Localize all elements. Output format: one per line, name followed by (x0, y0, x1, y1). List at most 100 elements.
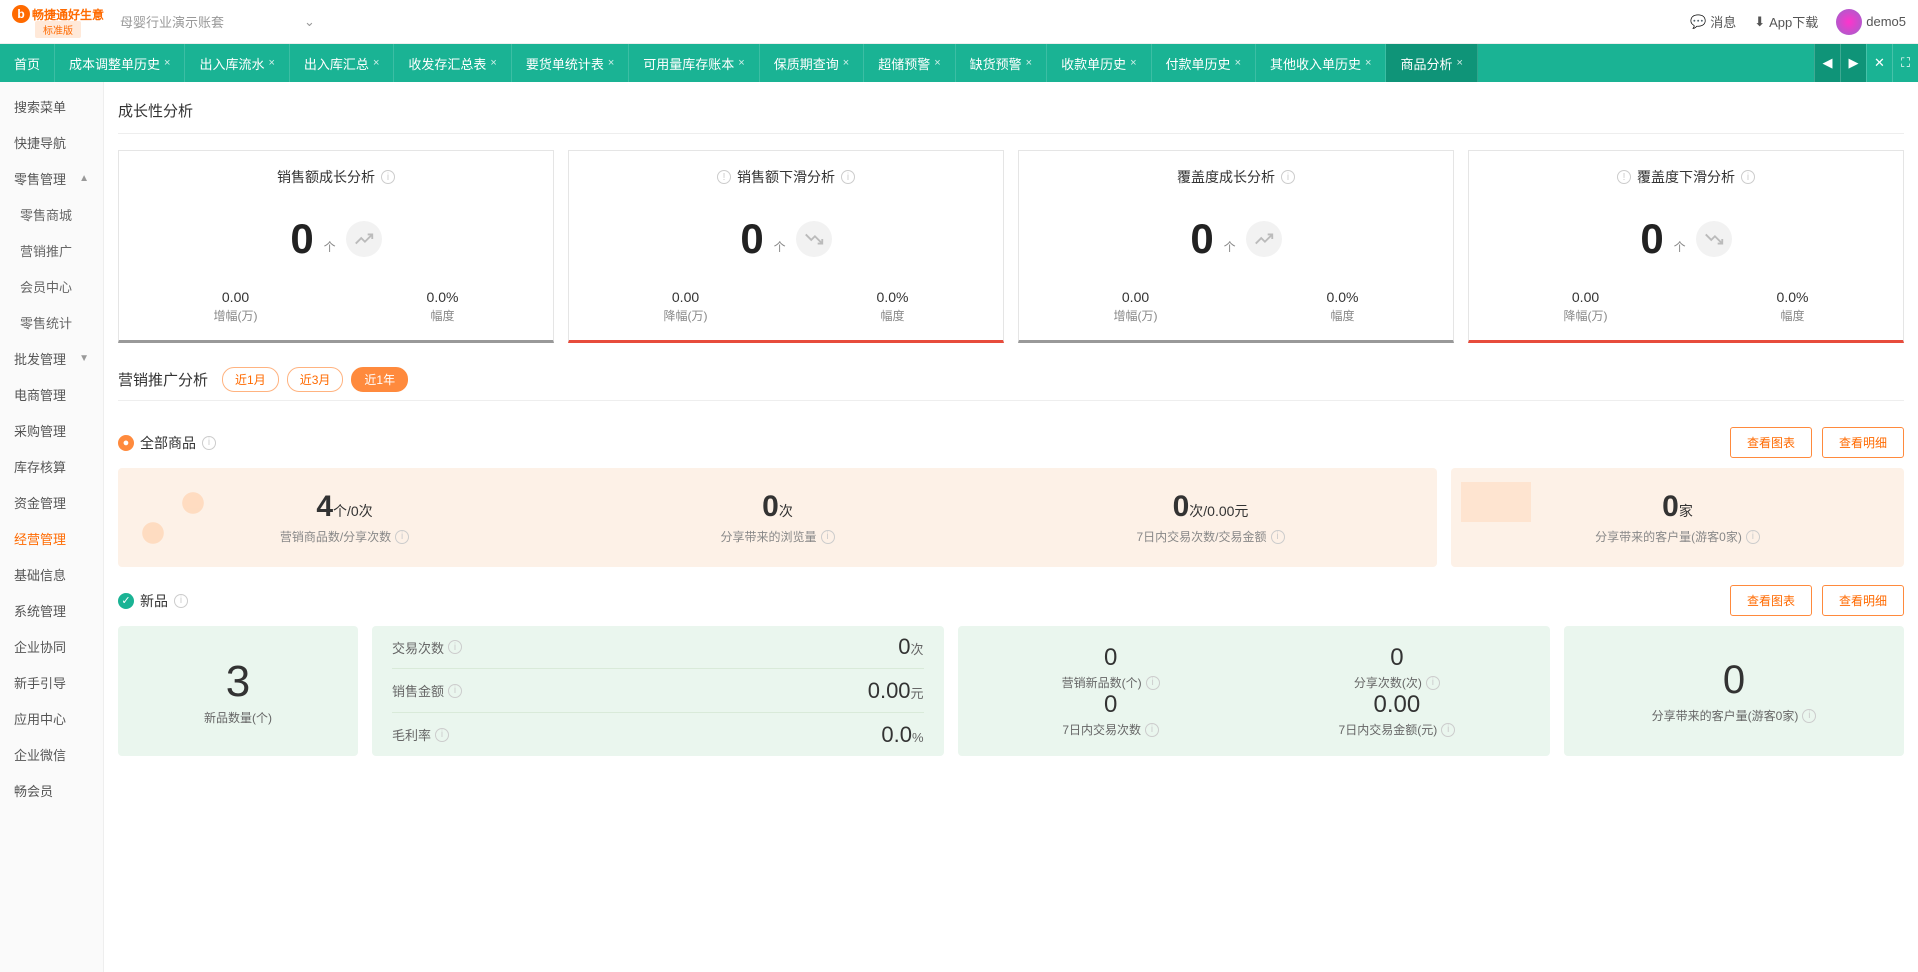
growth-card[interactable]: !销售额下滑分析i 0个 0.00降幅(万) 0.0%幅度 (568, 150, 1004, 343)
sidebar-item[interactable]: 经营管理 (0, 520, 103, 556)
tab-item[interactable]: 保质期查询× (760, 44, 864, 82)
growth-left-lab: 降幅(万) (1564, 307, 1608, 324)
view-chart-button[interactable]: 查看图表 (1730, 585, 1812, 616)
close-icon[interactable]: × (608, 57, 614, 69)
close-icon[interactable]: × (1235, 57, 1241, 69)
fullscreen-button[interactable]: ⛶ (1892, 44, 1918, 82)
close-icon[interactable]: × (843, 57, 849, 69)
share-customers-label: 分享带来的客户量(游客0家) (1595, 528, 1742, 545)
info-icon[interactable]: i (1426, 676, 1440, 690)
tab-item[interactable]: 付款单历史× (1152, 44, 1256, 82)
tab-close-all[interactable]: ✕ (1866, 44, 1892, 82)
view-detail-button[interactable]: 查看明细 (1822, 427, 1904, 458)
tab-item[interactable]: 出入库汇总× (290, 44, 394, 82)
sidebar-item[interactable]: 资金管理 (0, 484, 103, 520)
growth-card[interactable]: 销售额成长分析i 0个 0.00增幅(万) 0.0%幅度 (118, 150, 554, 343)
info-icon[interactable]: i (1271, 530, 1285, 544)
close-icon[interactable]: × (373, 57, 379, 69)
message-icon: 💬 (1690, 14, 1706, 30)
sidebar-item[interactable]: 新手引导 (0, 664, 103, 700)
sidebar-item[interactable]: 基础信息 (0, 556, 103, 592)
view-detail-button[interactable]: 查看明细 (1822, 585, 1904, 616)
tab-item[interactable]: 收款单历史× (1047, 44, 1151, 82)
info-icon[interactable]: i (821, 530, 835, 544)
sidebar-item[interactable]: 企业微信 (0, 736, 103, 772)
sidebar-item[interactable]: 采购管理 (0, 412, 103, 448)
info-icon[interactable]: i (1441, 723, 1455, 737)
sidebar: 搜索菜单快捷导航零售管理▲零售商城营销推广会员中心零售统计批发管理▼电商管理采购… (0, 82, 104, 972)
tab-item[interactable]: 缺货预警× (956, 44, 1047, 82)
warning-icon: ! (717, 170, 731, 184)
sidebar-item[interactable]: 营销推广 (0, 232, 103, 268)
info-icon[interactable]: i (202, 436, 216, 450)
account-selector[interactable]: 母婴行业演示账套 ⌄ (120, 12, 315, 31)
top-header: b畅捷通好生意 标准版 母婴行业演示账套 ⌄ 💬消息 ⬇App下载 demo5 (0, 0, 1918, 44)
all-products-title: 全部商品 (140, 433, 196, 453)
close-icon[interactable]: × (738, 57, 744, 69)
time-range-pill[interactable]: 近1月 (222, 367, 279, 392)
info-icon[interactable]: i (1145, 723, 1159, 737)
info-icon[interactable]: i (841, 170, 855, 184)
growth-left-val: 0.00 (664, 289, 708, 305)
close-icon[interactable]: × (164, 57, 170, 69)
info-icon[interactable]: i (381, 170, 395, 184)
growth-unit: 个 (1674, 238, 1686, 255)
info-icon[interactable]: i (448, 640, 462, 654)
tab-item[interactable]: 商品分析× (1386, 44, 1477, 82)
info-icon[interactable]: i (1746, 530, 1760, 544)
close-icon[interactable]: × (1365, 57, 1371, 69)
info-icon[interactable]: i (1146, 676, 1160, 690)
sidebar-item[interactable]: 应用中心 (0, 700, 103, 736)
time-range-pill[interactable]: 近3月 (287, 367, 344, 392)
tab-item[interactable]: 可用量库存账本× (629, 44, 759, 82)
app-download-button[interactable]: ⬇App下载 (1754, 12, 1818, 31)
messages-button[interactable]: 💬消息 (1690, 12, 1736, 31)
sidebar-item[interactable]: 零售统计 (0, 304, 103, 340)
sidebar-item[interactable]: 搜索菜单 (0, 88, 103, 124)
sidebar-item[interactable]: 企业协同 (0, 628, 103, 664)
close-icon[interactable]: × (934, 57, 940, 69)
tab-item[interactable]: 要货单统计表× (512, 44, 629, 82)
view-chart-button[interactable]: 查看图表 (1730, 427, 1812, 458)
sidebar-item[interactable]: 电商管理 (0, 376, 103, 412)
sidebar-item[interactable]: 库存核算 (0, 448, 103, 484)
tab-item[interactable]: 成本调整单历史× (55, 44, 185, 82)
tab-home[interactable]: 首页 (0, 44, 55, 82)
sidebar-item[interactable]: 快捷导航 (0, 124, 103, 160)
new-metric-row: 毛利率i0.0% (392, 714, 924, 756)
sidebar-item[interactable]: 畅会员 (0, 772, 103, 808)
sidebar-item[interactable]: 会员中心 (0, 268, 103, 304)
sidebar-item[interactable]: 零售管理▲ (0, 160, 103, 196)
tab-item[interactable]: 出入库流水× (185, 44, 289, 82)
info-icon[interactable]: i (1802, 709, 1816, 723)
info-icon[interactable]: i (435, 728, 449, 742)
new-grid-cell: 0营销新品数(个)i (968, 644, 1254, 691)
tab-item[interactable]: 超储预警× (864, 44, 955, 82)
info-icon[interactable]: i (395, 530, 409, 544)
growth-card[interactable]: !覆盖度下滑分析i 0个 0.00降幅(万) 0.0%幅度 (1468, 150, 1904, 343)
close-icon[interactable]: × (1026, 57, 1032, 69)
info-icon[interactable]: i (1281, 170, 1295, 184)
info-icon[interactable]: i (448, 684, 462, 698)
user-menu[interactable]: demo5 (1836, 9, 1906, 35)
growth-right-lab: 幅度 (1777, 307, 1809, 324)
sidebar-item[interactable]: 批发管理▼ (0, 340, 103, 376)
info-icon[interactable]: i (174, 594, 188, 608)
tab-item[interactable]: 收发存汇总表× (394, 44, 511, 82)
close-icon[interactable]: × (1456, 57, 1462, 69)
sidebar-item[interactable]: 零售商城 (0, 196, 103, 232)
info-icon[interactable]: i (1741, 170, 1755, 184)
growth-card[interactable]: 覆盖度成长分析i 0个 0.00增幅(万) 0.0%幅度 (1018, 150, 1454, 343)
growth-card-title: 覆盖度成长分析 (1177, 167, 1275, 187)
sidebar-item[interactable]: 系统管理 (0, 592, 103, 628)
time-range-pill[interactable]: 近1年 (351, 367, 408, 392)
close-icon[interactable]: × (1130, 57, 1136, 69)
growth-right-val: 0.0% (427, 289, 459, 305)
close-icon[interactable]: × (490, 57, 496, 69)
growth-unit: 个 (1224, 238, 1236, 255)
close-icon[interactable]: × (268, 57, 274, 69)
tab-scroll-right[interactable]: ▶ (1840, 44, 1866, 82)
tab-item[interactable]: 其他收入单历史× (1256, 44, 1386, 82)
new-share-value: 0 (1723, 658, 1745, 703)
tab-scroll-left[interactable]: ◀ (1814, 44, 1840, 82)
